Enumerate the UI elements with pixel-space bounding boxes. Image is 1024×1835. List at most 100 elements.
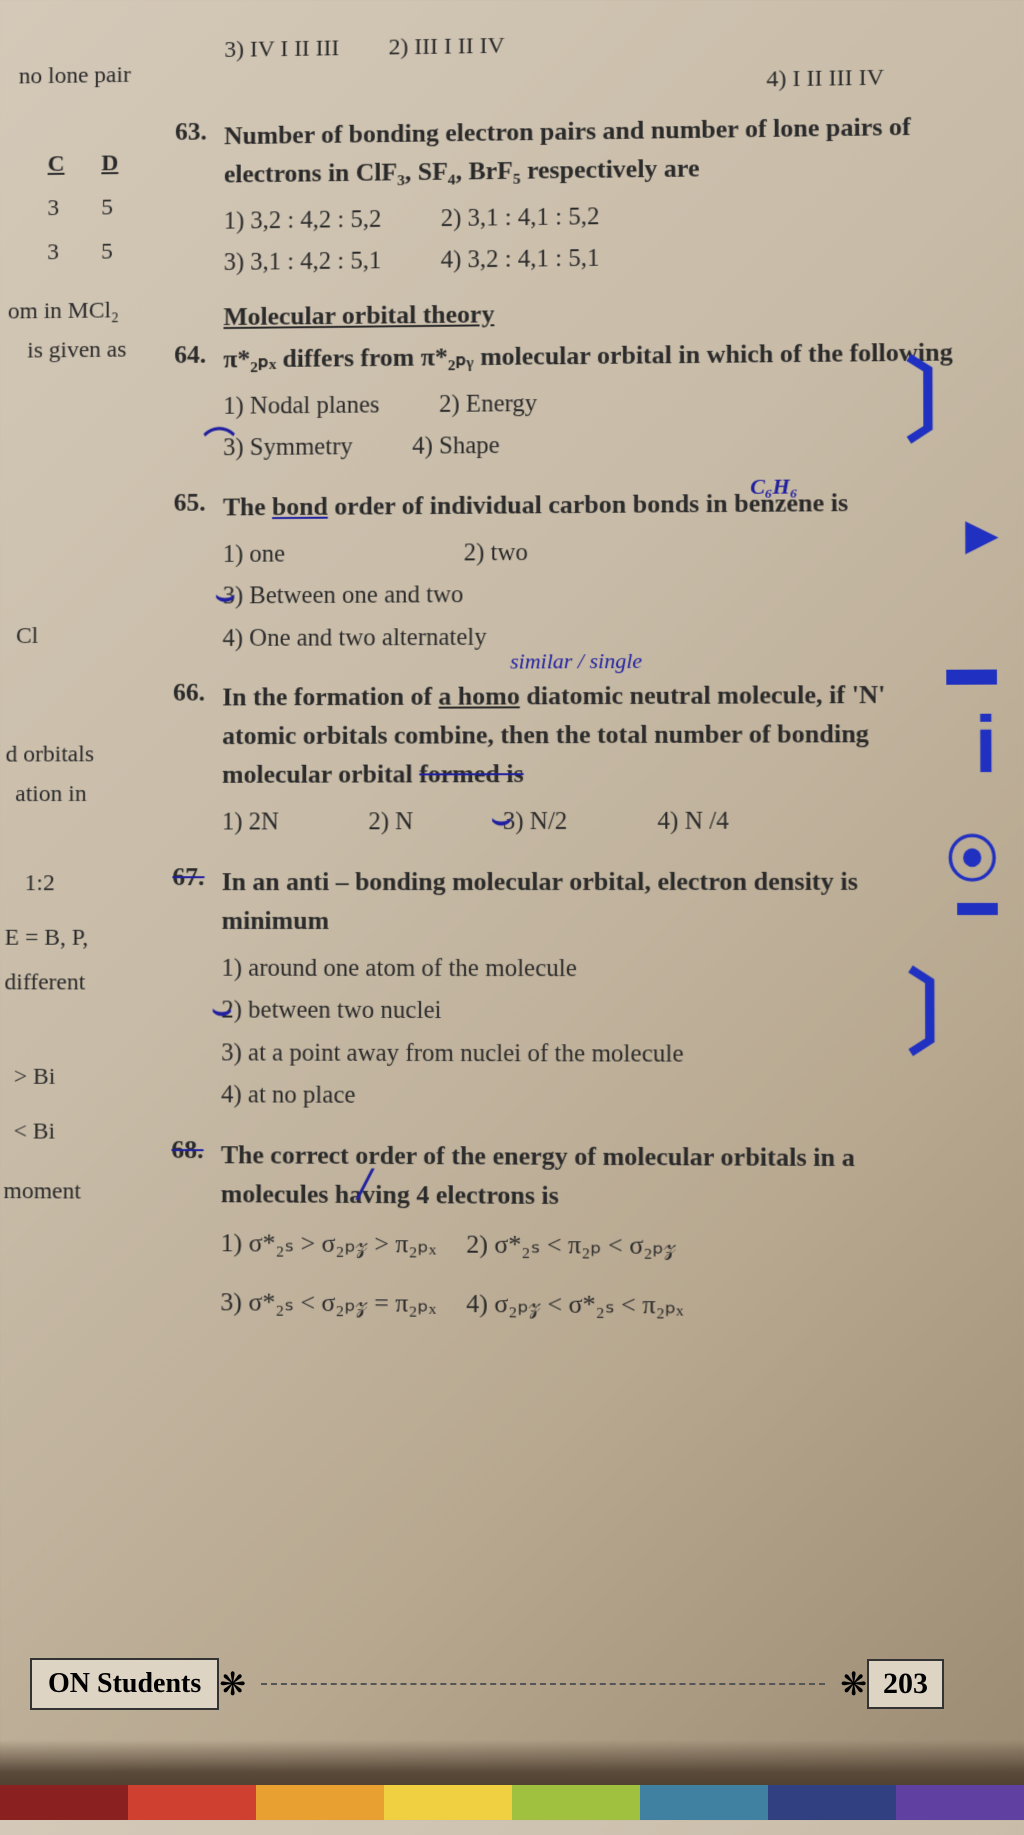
frag-opt4: 4) I II III IV bbox=[766, 65, 884, 92]
q63-opt3: 3) 3,1 : 4,2 : 5,1 bbox=[224, 241, 382, 285]
q68-opt4: 4) σ₂ₚ𝓏 < σ*₂ₛ < π₂ₚₓ bbox=[466, 1282, 684, 1328]
q65-check-icon: ⌣ bbox=[215, 568, 236, 622]
strip-8 bbox=[896, 1785, 1024, 1820]
bracket-paren-icon: 〕 bbox=[907, 940, 999, 1071]
q68-text: The correct order of the energy of molec… bbox=[221, 1135, 969, 1217]
q64-check-icon: ⌒ bbox=[203, 416, 235, 470]
q67-opt1: 1) around one atom of the molecule bbox=[221, 948, 967, 991]
left-different: different bbox=[4, 969, 85, 996]
q64-opt1: 1) Nodal planes bbox=[223, 385, 379, 428]
q63-num: 63. bbox=[175, 117, 207, 147]
strip-7 bbox=[768, 1785, 896, 1820]
flower-left-icon: ❋ bbox=[219, 1665, 246, 1703]
question-66: 66. similar / single In the formation of… bbox=[222, 675, 967, 844]
left-ltbi: < Bi bbox=[13, 1119, 55, 1146]
q68-opt3: 3) σ*₂ₛ < σ₂ₚ𝓏 = π₂ₚₓ bbox=[220, 1280, 436, 1326]
q63-opt2: 2) 3,1 : 4,1 : 5,2 bbox=[441, 196, 600, 240]
page-number: 203 bbox=[867, 1659, 944, 1709]
q64-opt3: 3) Symmetry bbox=[223, 427, 353, 470]
q64-num: 64. bbox=[174, 340, 206, 370]
q67-opt4: 4) at no place bbox=[221, 1075, 968, 1120]
on-students-label: ON Students bbox=[30, 1658, 219, 1710]
q68-opt1: 1) σ*₂ₛ > σ₂ₚ𝓏 > π₂ₚₓ bbox=[221, 1221, 437, 1267]
main-content: 3) IV I II III 2) III I II IV 4) I II II… bbox=[220, 20, 968, 1330]
q67-options: 1) around one atom of the molecule ⌣ 2) … bbox=[221, 948, 968, 1120]
color-strip bbox=[0, 1785, 1024, 1820]
q66-opt4: 4) N /4 bbox=[658, 801, 729, 844]
footer-dashed-line bbox=[261, 1683, 825, 1685]
strip-2 bbox=[128, 1785, 256, 1820]
strip-5 bbox=[512, 1785, 640, 1820]
q66-annotation: similar / single bbox=[510, 648, 642, 674]
q68-opt2: 2) σ*₂ₛ < π₂ₚ < σ₂ₚ𝓏 bbox=[466, 1222, 676, 1268]
q66-opt1: 1) 2N bbox=[222, 802, 279, 844]
left-mcl2: om in MCl₂ bbox=[8, 298, 119, 326]
left-no-lone: no lone pair bbox=[19, 62, 131, 90]
q67-check-icon: ⌣ bbox=[211, 982, 232, 1036]
q65-opt3: 3) Between one and two bbox=[223, 582, 464, 610]
question-64: 64. π*₂ₚₓ differs from π*₂ₚᵧ molecular o… bbox=[223, 332, 966, 470]
q66-text: In the formation of a homo diatomic neut… bbox=[222, 675, 967, 794]
col-c: C bbox=[48, 151, 65, 178]
left-ratio: 1:2 bbox=[25, 870, 55, 897]
q65-opt2: 2) two bbox=[464, 532, 528, 575]
bracket-j-icon: 〕 bbox=[905, 328, 996, 459]
q67-text: In an anti – bonding molecular orbital, … bbox=[222, 861, 968, 940]
q68-options: 1) σ*₂ₛ > σ₂ₚ𝓏 > π₂ₚₓ 2) σ*₂ₛ < π₂ₚ < σ₂… bbox=[220, 1221, 968, 1330]
q66-opt3: 3) N/2 bbox=[503, 808, 568, 835]
q65-text: The bond order of individual carbon bond… bbox=[223, 482, 966, 526]
left-margin-column: no lone pair C D 3 5 3 5 om in MCl₂ is g… bbox=[9, 12, 195, 15]
frag-opt2: 2) III I II IV bbox=[389, 27, 505, 67]
left-cl: Cl bbox=[16, 623, 38, 650]
q66-num: 66. bbox=[173, 678, 205, 708]
flower-right-icon: ❋ bbox=[840, 1665, 867, 1703]
q64-text: π*₂ₚₓ differs from π*₂ₚᵧ molecular orbit… bbox=[223, 332, 965, 378]
q65-options: 1) one 2) two ⌣ 3) Between one and two 4… bbox=[222, 529, 966, 660]
left-moment: moment bbox=[3, 1178, 81, 1205]
left-ebp: E = B, P, bbox=[5, 925, 89, 952]
page-footer: ON Students ❋ ❋ 203 bbox=[0, 1658, 1024, 1710]
q68-num: 68. bbox=[171, 1135, 203, 1165]
left-ation: ation in bbox=[15, 781, 86, 808]
q65-annotation: C₆H₆ bbox=[750, 469, 797, 502]
question-63: 63. Number of bonding electron pairs and… bbox=[224, 106, 966, 284]
bracket-dash1-icon: ▬ bbox=[946, 638, 997, 696]
strip-6 bbox=[640, 1785, 768, 1820]
section-molecular-orbital: Molecular orbital theory bbox=[223, 294, 965, 331]
q64-opt2: 2) Energy bbox=[439, 383, 537, 426]
bracket-i-icon: i bbox=[974, 699, 997, 792]
left-gtbi: > Bi bbox=[14, 1064, 56, 1091]
q65-num: 65. bbox=[174, 488, 206, 518]
left-dorbitals: d orbitals bbox=[6, 742, 95, 769]
cell-d1: 5 bbox=[101, 195, 113, 222]
q63-text: Number of bonding electron pairs and num… bbox=[224, 106, 965, 193]
cell-d2: 5 bbox=[101, 239, 113, 266]
q63-options: 1) 3,2 : 4,2 : 5,2 2) 3,1 : 4,1 : 5,2 3)… bbox=[224, 192, 966, 285]
question-68: 68. The correct order of the energy of m… bbox=[220, 1135, 968, 1330]
strip-4 bbox=[384, 1785, 512, 1820]
left-given: is given as bbox=[27, 337, 126, 365]
question-65: 65. The bond order of individual carbon … bbox=[222, 482, 966, 660]
frag-opt3: 3) IV I II III bbox=[224, 30, 339, 69]
cell-c2: 3 bbox=[47, 239, 59, 266]
q63-opt1: 1) 3,2 : 4,2 : 5,2 bbox=[224, 199, 382, 243]
cell-c1: 3 bbox=[47, 195, 59, 222]
page-surface: no lone pair C D 3 5 3 5 om in MCl₂ is g… bbox=[0, 0, 1024, 1835]
col-d: D bbox=[101, 151, 118, 178]
q67-opt2: 2) between two nuclei bbox=[221, 997, 441, 1024]
bracket-arrow-icon: ▸ bbox=[966, 498, 997, 568]
q64-opt4: 4) Shape bbox=[412, 426, 500, 469]
q66-opt2: 2) N bbox=[368, 802, 413, 844]
q67-num: 67. bbox=[172, 862, 204, 892]
strip-3 bbox=[256, 1785, 384, 1820]
q63-opt4: 4) 3,2 : 4,1 : 5,1 bbox=[441, 238, 600, 282]
top-fragment-row: 3) IV I II III 2) III I II IV 4) I II II… bbox=[224, 20, 964, 107]
bracket-dash3-icon: ▬ bbox=[957, 880, 998, 925]
q68-check-icon: ╱ bbox=[357, 1165, 373, 1204]
strip-1 bbox=[0, 1785, 128, 1820]
q67-opt3: 3) at a point away from nuclei of the mo… bbox=[221, 1032, 968, 1077]
q66-check-icon: ⌣ bbox=[491, 791, 512, 845]
question-67: 67. In an anti – bonding molecular orbit… bbox=[221, 861, 968, 1119]
q64-options: 1) Nodal planes 2) Energy 3) Symmetry 4)… bbox=[223, 379, 966, 470]
q66-options: 1) 2N 2) N ⌣3) N/2 4) N /4 bbox=[222, 801, 967, 845]
